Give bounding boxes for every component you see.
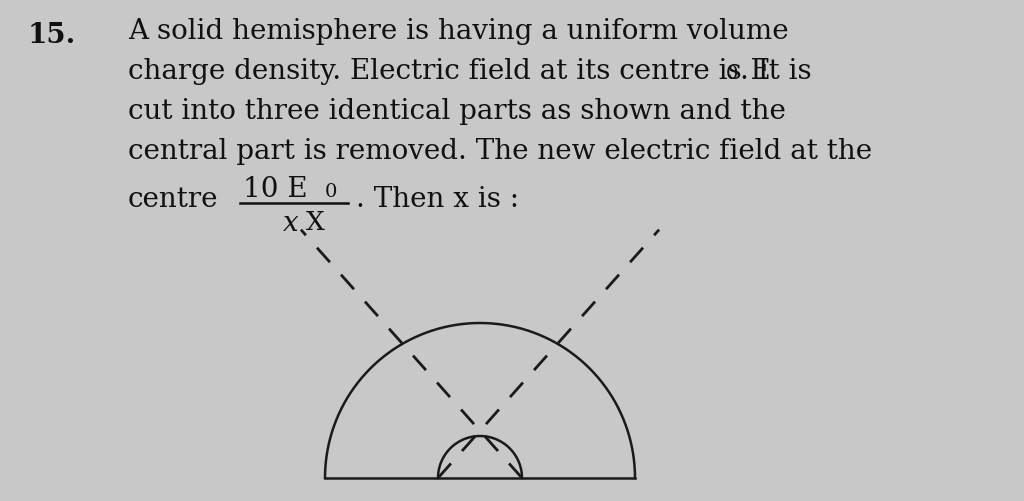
Text: charge density. Electric field at its centre is E: charge density. Electric field at its ce… <box>128 58 771 85</box>
Text: X: X <box>306 209 325 234</box>
Text: 0: 0 <box>726 65 738 83</box>
Text: 15.: 15. <box>28 22 76 49</box>
Text: A solid hemisphere is having a uniform volume: A solid hemisphere is having a uniform v… <box>128 18 788 45</box>
Text: cut into three identical parts as shown and the: cut into three identical parts as shown … <box>128 98 785 125</box>
Text: x: x <box>283 210 299 237</box>
Text: central part is removed. The new electric field at the: central part is removed. The new electri… <box>128 138 872 165</box>
Text: . Then x is :: . Then x is : <box>356 186 519 213</box>
Text: 10 E: 10 E <box>243 176 307 203</box>
Text: . It is: . It is <box>740 58 812 85</box>
Text: centre: centre <box>128 186 218 213</box>
Text: 0: 0 <box>325 183 337 201</box>
